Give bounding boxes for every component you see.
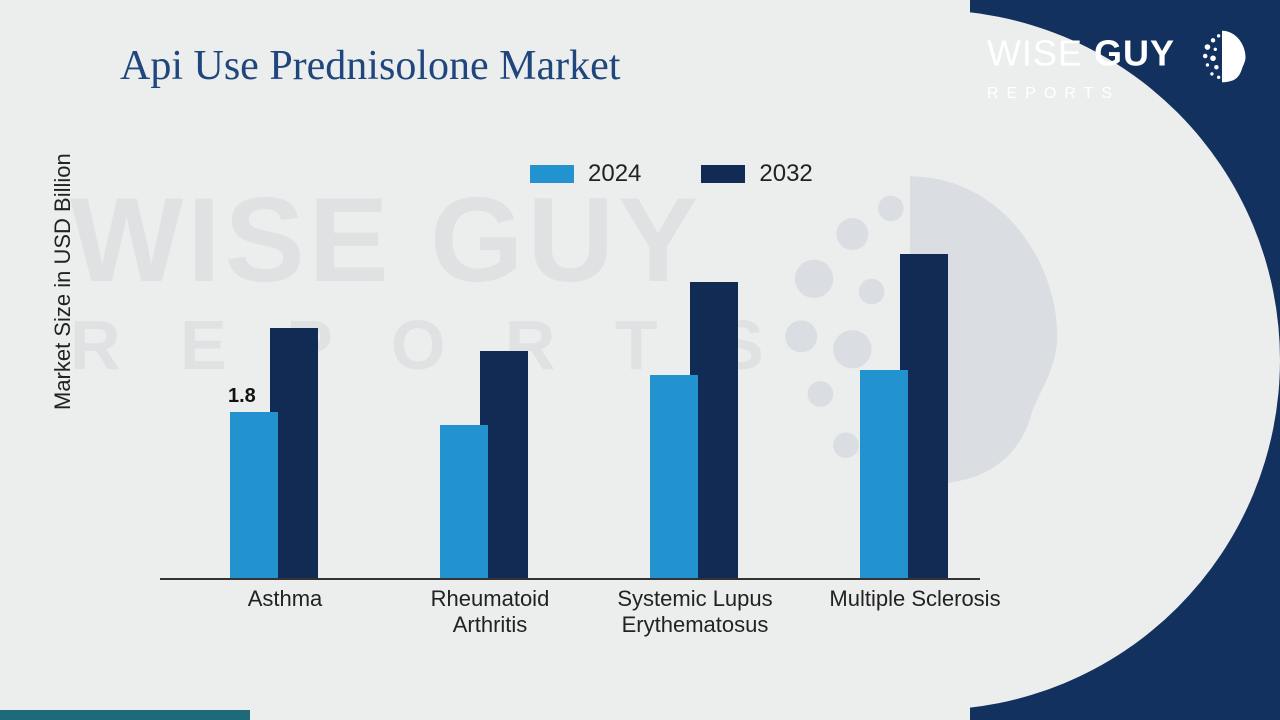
chart-title: Api Use Prednisolone Market	[120, 42, 620, 90]
right-brand-panel	[970, 0, 1280, 720]
bar-2024	[230, 412, 278, 579]
bar-2024	[440, 425, 488, 578]
brand-word-2: GUY	[1094, 33, 1175, 74]
y-axis-label: Market Size in USD Billion	[50, 153, 76, 410]
legend-item-2032: 2032	[701, 160, 812, 188]
brand-head-icon	[1194, 28, 1250, 84]
bottom-accent-bar	[0, 710, 250, 720]
bar-group	[860, 254, 980, 578]
plot-area: 1.8AsthmaRheumatoid ArthritisSystemic Lu…	[160, 210, 980, 580]
chart-legend: 2024 2032	[530, 160, 813, 188]
bar-value-label: 1.8	[228, 385, 256, 408]
bar-2024	[860, 370, 908, 578]
legend-label-2032: 2032	[759, 160, 812, 188]
bar-group	[440, 351, 560, 578]
legend-swatch-2024	[530, 165, 574, 183]
bar-group	[230, 328, 350, 578]
bar-2024	[650, 375, 698, 579]
legend-label-2024: 2024	[588, 160, 641, 188]
brand-word-1: WISE	[987, 33, 1083, 74]
category-label: Systemic Lupus Erythematosus	[600, 586, 790, 639]
category-label: Asthma	[190, 586, 380, 612]
brand-subline: REPORTS	[987, 86, 1250, 102]
page-canvas: WISE GUY REPORTS Api Use Pre	[0, 0, 1280, 720]
bar-chart: Market Size in USD Billion 2024 2032 1.8…	[100, 170, 980, 670]
legend-item-2024: 2024	[530, 160, 641, 188]
category-label: Rheumatoid Arthritis	[395, 586, 585, 639]
brand-logo: WISE GUY REPORTS	[987, 28, 1250, 102]
legend-swatch-2032	[701, 165, 745, 183]
category-label: Multiple Sclerosis	[820, 586, 1010, 612]
bar-group	[650, 282, 770, 578]
